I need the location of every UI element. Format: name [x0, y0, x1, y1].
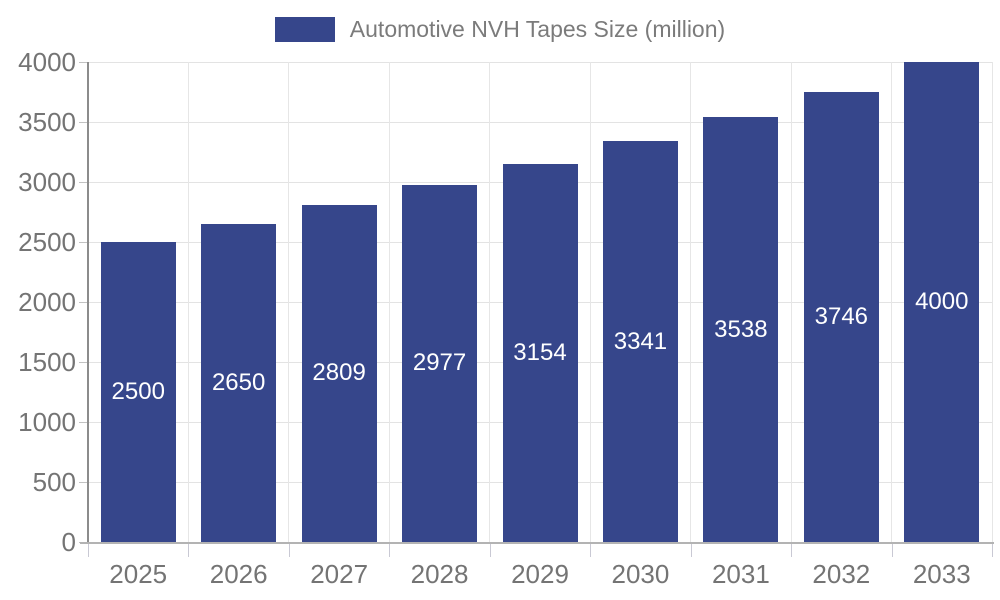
gridline-vertical — [288, 62, 290, 542]
y-axis-line — [87, 62, 89, 542]
x-axis-tick — [188, 544, 190, 557]
bar[interactable]: 3154 — [502, 163, 578, 542]
legend-swatch[interactable] — [274, 16, 335, 42]
x-axis-tick-label: 2030 — [611, 559, 670, 589]
bar[interactable]: 2650 — [201, 224, 277, 542]
x-axis-tick — [791, 544, 793, 557]
x-axis-tick-label: 2031 — [711, 559, 770, 589]
x-axis-tick — [590, 544, 592, 557]
bar-value-label: 3746 — [814, 303, 869, 331]
gridline-vertical — [187, 62, 189, 542]
y-axis-tick-label: 2500 — [18, 227, 76, 257]
bar-value-label: 2650 — [211, 369, 266, 396]
bar[interactable]: 2500 — [100, 242, 176, 542]
y-axis-tick-label: 0 — [61, 527, 76, 557]
x-axis-tick-label: 2025 — [109, 559, 168, 589]
y-axis-tick-label: 500 — [32, 467, 76, 497]
y-axis-tick — [79, 422, 87, 423]
x-axis-tick — [288, 544, 290, 557]
x-axis-line — [80, 542, 994, 544]
bar[interactable]: 2809 — [301, 204, 377, 542]
y-axis-tick-label: 1500 — [18, 347, 76, 377]
y-axis-tick — [79, 122, 87, 123]
y-axis-tick — [79, 302, 87, 303]
x-axis-tick-label: 2026 — [209, 559, 268, 589]
plot-area: 2500 2650 2809 2977 3154 3341 3538 3746 4000 — [87, 61, 993, 542]
y-axis-tick — [79, 362, 87, 363]
bar-value-label: 3538 — [714, 315, 768, 343]
legend[interactable]: Automotive NVH Tapes Size (million) — [0, 14, 1000, 44]
y-axis-tick — [79, 482, 87, 483]
bar[interactable]: 3341 — [602, 141, 678, 542]
bar-value-label: 4000 — [915, 288, 969, 315]
bar-value-label: 2500 — [111, 378, 165, 405]
bar-value-label: 3154 — [513, 338, 567, 366]
gridline-vertical — [589, 62, 591, 542]
bar[interactable]: 4000 — [904, 62, 980, 542]
y-axis-tick — [79, 62, 87, 63]
x-axis-tick-label: 2028 — [410, 559, 469, 589]
y-axis-tick — [79, 182, 87, 183]
y-axis-tick-label: 3500 — [18, 107, 76, 137]
bar-value-label: 2809 — [312, 359, 366, 387]
bar[interactable]: 2977 — [402, 184, 478, 542]
y-axis-tick-label: 4000 — [18, 47, 76, 77]
x-axis-tick-label: 2029 — [511, 559, 569, 589]
x-axis-tick-label: 2033 — [912, 559, 971, 589]
x-axis-tick — [389, 544, 391, 557]
x-axis-tick — [690, 544, 692, 557]
x-axis-tick — [489, 544, 491, 557]
bar[interactable]: 3746 — [803, 92, 879, 542]
gridline-vertical — [891, 62, 893, 542]
bar[interactable]: 3538 — [703, 117, 779, 542]
gridline-vertical — [991, 62, 993, 542]
gridline-horizontal — [88, 121, 992, 123]
x-axis-tick-label: 2027 — [310, 559, 369, 589]
x-axis-tick — [88, 544, 89, 557]
bar-value-label: 2977 — [412, 349, 467, 377]
gridline-vertical — [489, 62, 491, 542]
gridline-vertical — [388, 62, 390, 542]
x-axis-tick — [992, 544, 993, 557]
y-axis-tick — [79, 242, 87, 243]
bar-value-label: 3341 — [613, 327, 668, 355]
legend-label[interactable]: Automotive NVH Tapes Size (million) — [349, 15, 726, 42]
x-axis-tick — [891, 544, 893, 557]
x-axis-tick-label: 2032 — [812, 559, 871, 589]
gridline-vertical — [690, 62, 692, 542]
gridline-horizontal — [88, 61, 992, 63]
y-axis-tick-label: 2000 — [18, 287, 76, 317]
gridline-vertical — [790, 62, 792, 542]
y-axis-tick-label: 1000 — [18, 407, 76, 437]
y-axis-tick-label: 3000 — [18, 167, 76, 197]
